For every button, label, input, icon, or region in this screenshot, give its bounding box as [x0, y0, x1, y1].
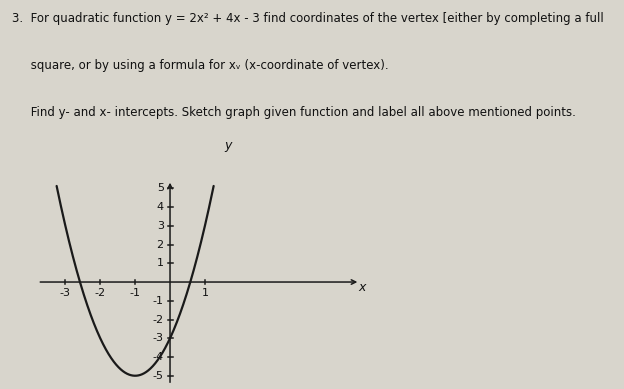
- Text: 1: 1: [157, 258, 163, 268]
- Text: -4: -4: [153, 352, 163, 362]
- Text: 2: 2: [157, 240, 163, 249]
- Text: y: y: [224, 140, 232, 152]
- Text: -5: -5: [153, 371, 163, 381]
- Text: 3.  For quadratic function y = 2x² + 4x - 3 find coordinates of the vertex [eith: 3. For quadratic function y = 2x² + 4x -…: [12, 12, 604, 25]
- Text: -1: -1: [130, 287, 140, 298]
- Text: -3: -3: [60, 287, 71, 298]
- Text: 3: 3: [157, 221, 163, 231]
- Text: 4: 4: [157, 202, 163, 212]
- Text: 1: 1: [202, 287, 208, 298]
- Text: -2: -2: [95, 287, 106, 298]
- Text: x: x: [358, 281, 366, 294]
- Text: square, or by using a formula for xᵥ (x-coordinate of vertex).: square, or by using a formula for xᵥ (x-…: [12, 59, 389, 72]
- Text: 5: 5: [157, 183, 163, 193]
- Text: -2: -2: [153, 315, 163, 324]
- Text: -1: -1: [153, 296, 163, 306]
- Text: -3: -3: [153, 333, 163, 343]
- Text: Find y- and x- intercepts. Sketch graph given function and label all above menti: Find y- and x- intercepts. Sketch graph …: [12, 106, 577, 119]
